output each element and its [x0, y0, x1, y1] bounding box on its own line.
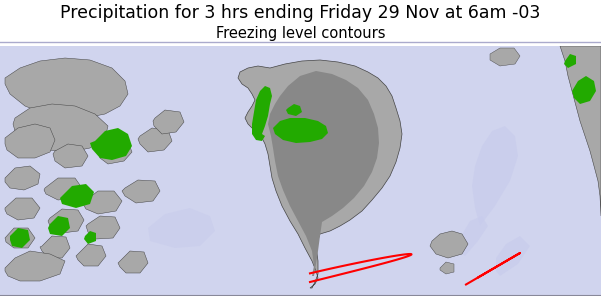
- Polygon shape: [490, 48, 520, 66]
- Polygon shape: [138, 128, 172, 152]
- Polygon shape: [83, 191, 122, 214]
- Polygon shape: [48, 216, 70, 236]
- Polygon shape: [5, 198, 40, 220]
- Text: Freezing level contours: Freezing level contours: [216, 26, 385, 41]
- Polygon shape: [5, 166, 40, 190]
- Polygon shape: [286, 104, 302, 116]
- Polygon shape: [60, 184, 94, 208]
- Polygon shape: [153, 110, 184, 134]
- Polygon shape: [44, 178, 82, 200]
- Polygon shape: [76, 244, 106, 266]
- Polygon shape: [84, 231, 96, 244]
- Polygon shape: [5, 251, 65, 281]
- Polygon shape: [90, 128, 132, 160]
- Polygon shape: [430, 231, 468, 258]
- Polygon shape: [472, 126, 518, 226]
- Polygon shape: [458, 216, 488, 256]
- Polygon shape: [252, 86, 272, 141]
- Polygon shape: [560, 46, 601, 216]
- Polygon shape: [440, 262, 454, 274]
- Polygon shape: [5, 124, 55, 158]
- Polygon shape: [5, 58, 128, 118]
- Polygon shape: [10, 228, 30, 248]
- Polygon shape: [98, 140, 132, 164]
- Polygon shape: [40, 236, 70, 258]
- Polygon shape: [13, 104, 108, 152]
- Polygon shape: [572, 76, 596, 104]
- Polygon shape: [5, 228, 35, 248]
- Polygon shape: [268, 71, 379, 276]
- Text: Precipitation for 3 hrs ending Friday 29 Nov at 6am -03: Precipitation for 3 hrs ending Friday 29…: [60, 4, 541, 22]
- Polygon shape: [118, 251, 148, 273]
- Polygon shape: [86, 216, 120, 239]
- Polygon shape: [122, 180, 160, 203]
- Polygon shape: [273, 118, 328, 143]
- Polygon shape: [564, 54, 576, 68]
- Polygon shape: [148, 208, 215, 248]
- Polygon shape: [48, 209, 84, 233]
- Polygon shape: [496, 236, 530, 276]
- Polygon shape: [53, 144, 88, 168]
- Polygon shape: [238, 60, 402, 288]
